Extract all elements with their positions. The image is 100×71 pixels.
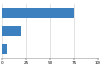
Bar xyxy=(2,44,7,54)
Bar xyxy=(2,26,21,36)
Bar xyxy=(2,8,74,18)
